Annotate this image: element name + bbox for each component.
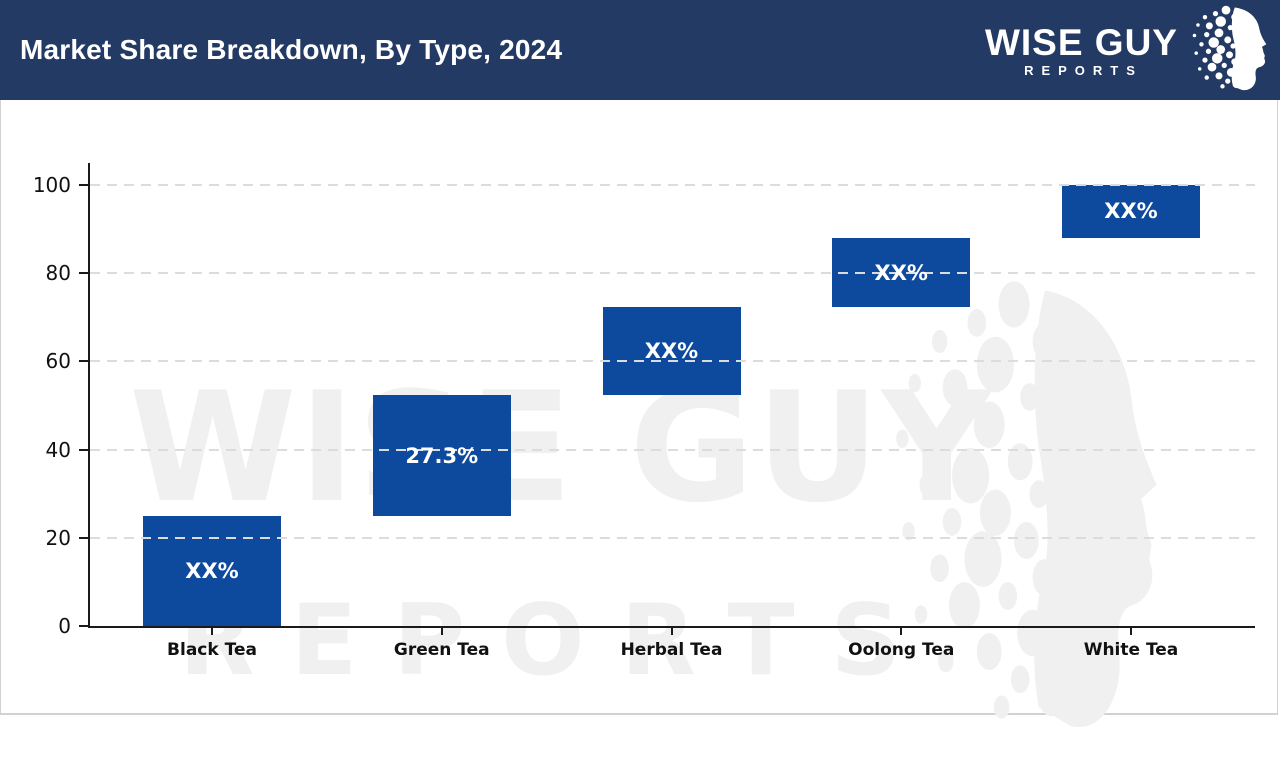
x-tick-label-0: Black Tea xyxy=(167,640,257,660)
y-tick-mark-40 xyxy=(79,448,88,451)
gridline-y-100 xyxy=(90,184,1255,186)
watermark-text-reports: REPORTS xyxy=(179,584,938,698)
bar-herbal-tea xyxy=(602,307,741,396)
brand-logo: WISE GUY REPORTS xyxy=(985,0,1270,100)
brand-subname: REPORTS xyxy=(1024,62,1143,78)
x-tick-label-4: White Tea xyxy=(1083,640,1179,660)
y-tick-mark-80 xyxy=(79,272,88,275)
bar-value-label: XX% xyxy=(1104,199,1158,224)
x-tick-mark-4 xyxy=(1130,627,1132,635)
x-tick-mark-2 xyxy=(670,627,673,635)
bar-value-label: 27.3% xyxy=(405,443,479,468)
y-axis-spine xyxy=(88,163,90,628)
watermark-text-wiseguy: WISE GUY xyxy=(129,359,994,536)
watermark-dotted-head-icon xyxy=(859,272,1169,758)
header-bar: Market Share Breakdown, By Type, 2024 WI… xyxy=(0,0,1280,100)
brand-logo-text: WISE GUY REPORTS xyxy=(985,24,1178,77)
y-tick-label-60: 60 xyxy=(45,349,71,374)
gridline-y-20 xyxy=(90,536,1255,539)
gridline-y-80 xyxy=(90,272,1255,275)
y-tick-label-0: 0 xyxy=(58,614,71,638)
x-tick-mark-1 xyxy=(440,627,443,635)
y-tick-mark-20 xyxy=(79,536,88,539)
y-tick-label-40: 40 xyxy=(45,437,71,462)
y-tick-mark-100 xyxy=(79,184,88,186)
bar-black-tea xyxy=(143,515,281,626)
page: Market Share Breakdown, By Type, 2024 WI… xyxy=(0,0,1280,720)
y-tick-mark-0 xyxy=(79,625,88,627)
y-tick-label-80: 80 xyxy=(45,261,71,286)
x-tick-mark-0 xyxy=(211,627,213,635)
x-tick-label-2: Herbal Tea xyxy=(620,640,723,660)
gridline-y-40 xyxy=(90,448,1255,451)
bar-value-label: XX% xyxy=(185,558,239,583)
chart-canvas: WISE GUY REPORTS 0 20 40 60 80 100 XX% Black Te… xyxy=(0,100,1278,715)
y-tick-label-20: 20 xyxy=(45,525,71,550)
bar-white-tea xyxy=(1062,185,1200,238)
brand-name: WISE GUY xyxy=(984,21,1178,63)
x-tick-mark-3 xyxy=(900,627,903,635)
y-tick-label-100: 100 xyxy=(32,173,71,197)
x-tick-label-1: Green Tea xyxy=(393,640,490,660)
bar-value-label: XX% xyxy=(874,260,928,285)
dotted-head-icon xyxy=(1182,4,1270,96)
x-axis-spine xyxy=(88,626,1255,628)
gridline-y-60 xyxy=(90,360,1255,363)
bar-value-label: XX% xyxy=(644,339,699,364)
y-tick-mark-60 xyxy=(79,360,88,363)
bar-green-tea xyxy=(372,395,511,516)
page-title: Market Share Breakdown, By Type, 2024 xyxy=(20,34,563,65)
x-tick-label-3: Oolong Tea xyxy=(848,640,955,660)
